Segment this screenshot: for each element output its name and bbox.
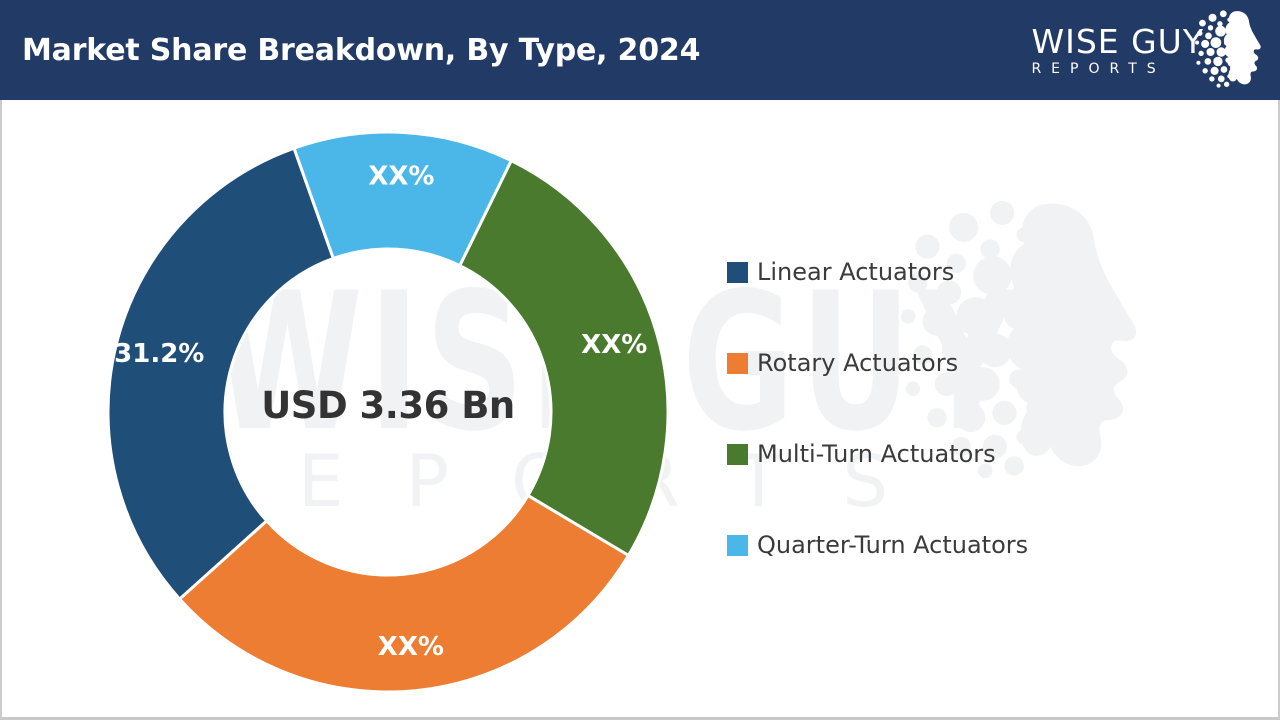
slice-value-label-1: XX% (378, 632, 444, 662)
legend-label-1: Rotary Actuators (757, 349, 959, 377)
logo-text: WISE GUY REPORTS (1031, 25, 1204, 76)
slice-value-label-3: XX% (368, 161, 434, 191)
legend-label-0: Linear Actuators (757, 258, 955, 286)
legend-swatch-3 (727, 534, 748, 556)
donut-segment-3 (292, 130, 514, 268)
slice-value-label-2: XX% (581, 330, 647, 360)
legend-label-3: Quarter-Turn Actuators (757, 531, 1029, 559)
legend-swatch-1 (727, 352, 748, 374)
page-title: Market Share Breakdown, By Type, 2024 (22, 32, 701, 68)
legend-item-0: Linear Actuators (727, 258, 1028, 286)
legend-swatch-0 (727, 261, 748, 283)
donut-segment-2 (457, 158, 670, 558)
donut-segment-0 (106, 146, 336, 602)
legend-item-3: Quarter-Turn Actuators (727, 531, 1028, 559)
legend-swatch-2 (727, 443, 748, 465)
legend-label-2: Multi-Turn Actuators (757, 440, 996, 468)
slice-value-label-0: 31.2% (114, 339, 204, 369)
donut-segment-1 (177, 493, 631, 694)
wise-guy-reports-logo: WISE GUY REPORTS (1031, 9, 1266, 91)
logo-subtitle: REPORTS (1031, 60, 1166, 77)
legend-item-1: Rotary Actuators (727, 349, 1028, 377)
logo-wordmark: WISE GUY (1031, 21, 1204, 61)
chart-center-value: USD 3.36 Bn (261, 384, 515, 427)
logo-face-icon (1195, 10, 1261, 88)
header: Market Share Breakdown, By Type, 2024 WI… (0, 0, 1280, 100)
chart-legend: Linear Actuators Rotary Actuators Multi-Tu… (727, 258, 1028, 622)
legend-item-2: Multi-Turn Actuators (727, 440, 1028, 468)
